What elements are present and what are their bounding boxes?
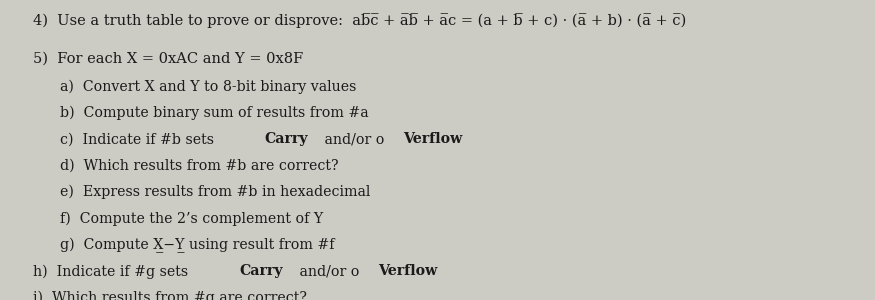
Text: 5)  For each X = 0xAC and Y = 0x8F: 5) For each X = 0xAC and Y = 0x8F xyxy=(33,52,304,66)
Text: h)  Indicate if #g sets: h) Indicate if #g sets xyxy=(33,264,192,279)
Text: e)  Express results from #b in hexadecimal: e) Express results from #b in hexadecima… xyxy=(60,185,370,200)
Text: g)  Compute X̲−Y̲ using result from #f: g) Compute X̲−Y̲ using result from #f xyxy=(60,238,334,253)
Text: and/or o: and/or o xyxy=(296,264,360,278)
Text: a)  Convert X and Y to 8-bit binary values: a) Convert X and Y to 8-bit binary value… xyxy=(60,80,356,94)
Text: and/or o: and/or o xyxy=(320,132,384,146)
Text: 4)  Use a truth table to prove or disprove:  ab̅c̅ + a̅b̅ + a̅c = (a + b̅ + c) ·: 4) Use a truth table to prove or disprov… xyxy=(33,14,687,28)
Text: Carry: Carry xyxy=(264,132,307,146)
Text: Carry: Carry xyxy=(239,264,283,278)
Text: b)  Compute binary sum of results from #a: b) Compute binary sum of results from #a xyxy=(60,106,368,120)
Text: d)  Which results from #b are correct?: d) Which results from #b are correct? xyxy=(60,159,338,173)
Text: Verflow: Verflow xyxy=(403,132,463,146)
Text: i)  Which results from #g are correct?: i) Which results from #g are correct? xyxy=(33,291,307,300)
Text: f)  Compute the 2’s complement of Y: f) Compute the 2’s complement of Y xyxy=(60,212,323,226)
Text: Verflow: Verflow xyxy=(378,264,438,278)
Text: c)  Indicate if #b sets: c) Indicate if #b sets xyxy=(60,132,218,146)
